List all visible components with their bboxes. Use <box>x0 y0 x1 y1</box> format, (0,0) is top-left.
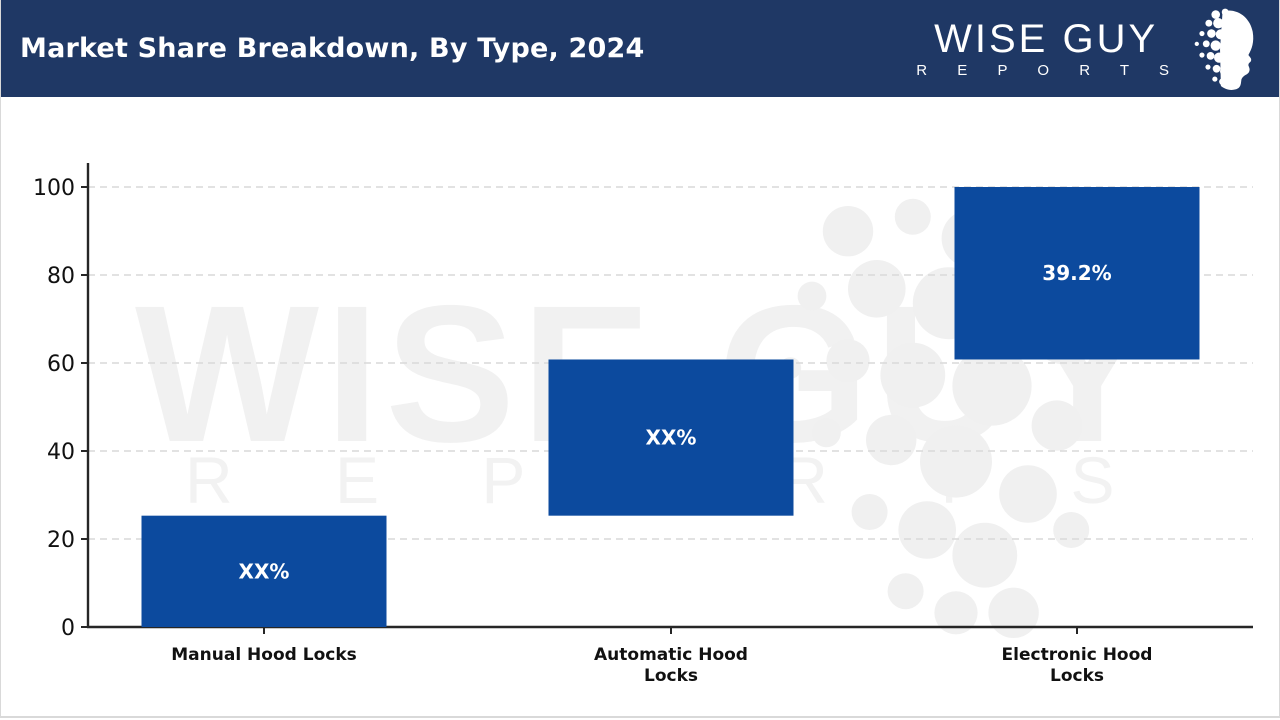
y-tick-label-80: 80 <box>47 264 75 289</box>
y-tick-label-100: 100 <box>33 176 75 201</box>
y-tick-label-20: 20 <box>47 528 75 553</box>
bar-manual-hood-locks <box>141 515 387 627</box>
page-title: Market Share Breakdown, By Type, 2024 <box>20 33 645 64</box>
wise-guy-face-icon <box>1194 8 1254 90</box>
x-category-label-electronic-hood-locks: Electronic Hood Locks <box>1002 645 1153 686</box>
wise-guy-reports-logo: WISE GUY R E P O R T S <box>910 6 1260 92</box>
x-category-label-manual-hood-locks: Manual Hood Locks <box>171 645 357 665</box>
header-banner: Market Share Breakdown, By Type, 2024 WI… <box>0 0 1280 97</box>
y-tick-label-60: 60 <box>47 352 75 377</box>
bar-automatic-hood-locks <box>548 359 794 516</box>
bar-value-label-electronic-hood-locks: 39.2% <box>1042 261 1111 285</box>
bar-value-label-manual-hood-locks: XX% <box>239 559 290 583</box>
logo-wordmark: WISE GUY <box>934 17 1159 61</box>
bar-chart: 0 20 40 60 80 100 XX% Manual Hood Locks XX% Autom… <box>33 163 1253 686</box>
logo-subtitle: R E P O R T S <box>916 62 1182 79</box>
x-category-label-automatic-hood-locks: Automatic Hood Locks <box>594 645 748 686</box>
y-tick-label-0: 0 <box>61 616 75 641</box>
bar-value-label-automatic-hood-locks: XX% <box>646 426 697 450</box>
y-tick-label-40: 40 <box>47 440 75 465</box>
chart-canvas: WISE GUY R E P O R T S 020406080100XX%Ma… <box>0 97 1280 718</box>
